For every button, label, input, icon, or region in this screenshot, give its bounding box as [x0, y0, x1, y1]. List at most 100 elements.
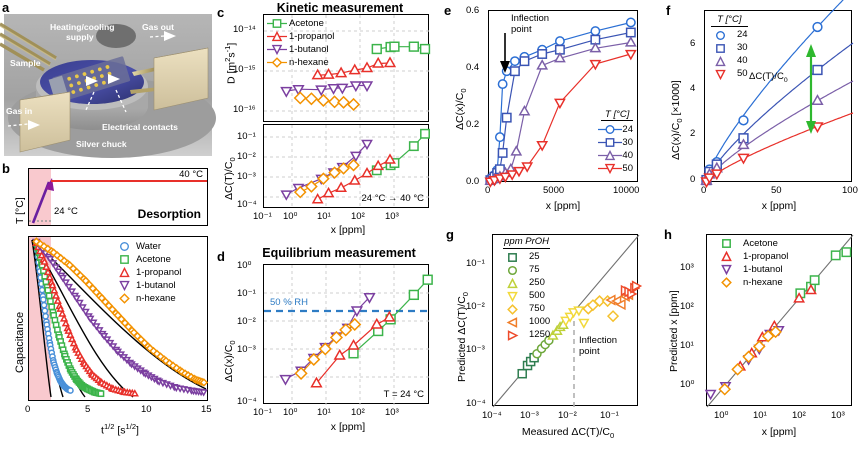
legend-item-acetone: Acetone: [267, 17, 334, 30]
ytick: 10¹: [680, 340, 694, 351]
data-point: [322, 186, 335, 198]
panel-b: b T [°C] 40 °C 24 °C Desorption Capacita…: [0, 158, 215, 449]
data-point: [54, 268, 63, 276]
data-point: [72, 295, 81, 303]
panel-c-annotation: 24 °C → 40 °C: [361, 193, 424, 204]
data-point: [109, 343, 118, 351]
data-point: [61, 279, 70, 287]
legend-item-1-butanol: 1-butanol: [267, 43, 334, 56]
data-point: [315, 85, 328, 97]
data-point: [95, 327, 104, 335]
legend-item-acetone: Acetone: [717, 237, 788, 250]
ytick: 10⁻¹⁴: [233, 24, 256, 35]
data-point: [172, 363, 181, 373]
data-point: [307, 352, 321, 367]
data-point: [310, 376, 323, 388]
triangle-down-marker-icon: [598, 163, 623, 175]
legend-label: 1-propanol: [743, 250, 789, 262]
data-point: [731, 363, 744, 376]
data-point: [58, 309, 67, 317]
data-point: [39, 296, 47, 304]
data-point: [46, 256, 55, 264]
data-point: [494, 132, 505, 143]
data-point: [311, 68, 324, 80]
data-point: [371, 43, 382, 55]
triangle-up-marker-icon: [503, 277, 521, 289]
legend-label: 24: [622, 123, 633, 135]
ytick: 10⁻³: [237, 344, 256, 355]
data-point: [48, 303, 56, 311]
panel-c-bottom-plot: [264, 125, 430, 209]
ytick: 0.6: [466, 5, 480, 16]
data-point: [589, 41, 602, 53]
data-point: [408, 41, 419, 52]
legend-label: 1000: [529, 316, 551, 328]
label-silver-chuck: Silver chuck: [76, 139, 127, 149]
legend-header: T [°C]: [711, 15, 748, 27]
panel-e-legend: T [°C] 24 30 40 50: [598, 109, 633, 176]
square-marker-icon: [711, 43, 729, 54]
panel-h-ylabel: Predicted x [ppm]: [668, 290, 680, 372]
triangle-up-marker-icon: [115, 266, 133, 278]
legend-header: T [°C]: [601, 109, 633, 121]
panel-d-label: d: [217, 249, 225, 264]
panel-f-xlabel: x [ppm]: [761, 200, 797, 212]
ytick: 2: [690, 128, 696, 139]
data-point: [590, 26, 601, 37]
label-sample: Sample: [10, 58, 41, 68]
data-point: [510, 145, 523, 156]
data-point: [593, 294, 606, 308]
data-point: [67, 288, 77, 296]
xtick: 10⁻²: [558, 410, 577, 421]
data-point: [497, 147, 508, 158]
data-point: [370, 317, 383, 329]
xtick: 0: [485, 185, 491, 196]
panel-b-label: b: [2, 161, 10, 176]
legend-item-24: 24: [598, 123, 633, 136]
data-point: [537, 49, 548, 59]
legend-label: 1-butanol: [136, 279, 176, 291]
data-point: [348, 63, 361, 75]
panel-c-top-axes: Acetone 1-propanol 1-butanol n-hexane: [263, 14, 431, 123]
xtick: 10⁰: [283, 407, 298, 418]
trend-line: [704, 112, 854, 184]
data-point: [51, 291, 61, 299]
inflection-annotation-line1: Inflection: [579, 335, 618, 346]
data-point: [92, 323, 101, 331]
panel-f-legend: T [°C] 24 30 40 50: [711, 15, 748, 81]
ytick: 6: [690, 38, 696, 49]
panel-g-xlabel: Measured ΔC(T)/C0: [521, 426, 615, 441]
data-point: [408, 289, 419, 301]
data-point: [40, 257, 49, 265]
panel-c-top-plot: [264, 15, 431, 123]
xtick: 10²: [792, 410, 806, 421]
data-point: [811, 122, 824, 134]
legend-label: Acetone: [743, 237, 778, 249]
data-point: [348, 174, 361, 185]
legend-item-1-propanol: 1-propanol: [267, 30, 334, 43]
square-marker-icon: [503, 252, 521, 263]
triangle-down-marker-icon: [267, 44, 287, 56]
data-point: [554, 98, 566, 110]
data-point: [513, 166, 525, 178]
data-point: [334, 66, 348, 78]
panel-c-xlabel: x [ppm]: [330, 224, 366, 236]
setup-schematic-image: Heating/cooling supply Gas out Sample Ga…: [0, 14, 216, 158]
diamond-marker-icon: [267, 57, 287, 68]
data-point: [61, 319, 70, 327]
data-point: [42, 262, 51, 270]
panel-g: g Predicted ΔC(T)/C0 Inflection point pp…: [440, 222, 652, 449]
data-point: [280, 86, 293, 98]
data-point: [78, 304, 87, 312]
data-point: [383, 310, 396, 322]
data-point: [328, 95, 342, 109]
data-point: [347, 158, 360, 172]
legend-label: 750: [529, 303, 545, 315]
panel-a: a: [0, 0, 216, 158]
data-point: [360, 81, 374, 93]
data-point: [51, 264, 60, 272]
legend-item-24: 24: [711, 29, 748, 42]
data-point: [45, 292, 53, 300]
ytick: 10⁰: [680, 379, 695, 390]
data-point: [56, 304, 65, 312]
